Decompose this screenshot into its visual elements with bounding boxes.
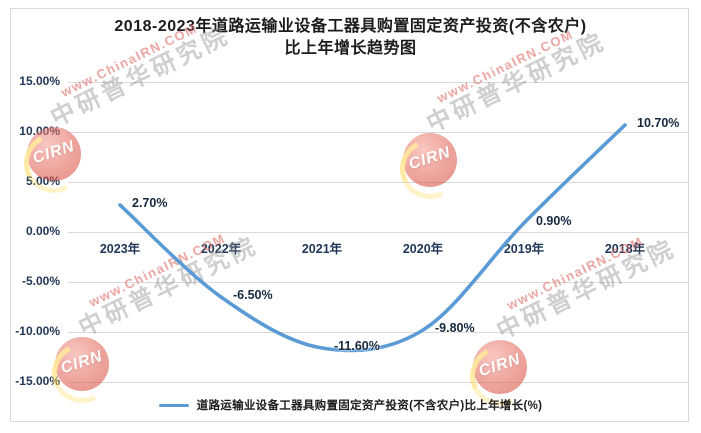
y-axis-tick-label: 0.00%	[25, 224, 60, 238]
data-point-label: -6.50%	[233, 288, 273, 302]
gridline	[68, 182, 689, 183]
x-axis-tick-label: 2019年	[503, 242, 545, 256]
gridline	[68, 82, 689, 83]
x-axis-tick-label: 2018年	[604, 242, 646, 256]
data-point-label: -11.60%	[334, 339, 380, 353]
chart-title: 2018-2023年道路运输业设备工器具购置固定资产投资(不含农户) 比上年增长…	[0, 16, 701, 60]
x-axis-tick-label: 2020年	[402, 242, 444, 256]
data-point-label: 0.90%	[536, 214, 572, 228]
chart-title-line2: 比上年增长趋势图	[284, 40, 417, 57]
data-point-label: 10.70%	[637, 116, 680, 130]
data-point-label: -9.80%	[435, 321, 475, 335]
chart-border-frame	[10, 8, 689, 422]
gridline	[68, 282, 689, 283]
y-axis-tick-label: 15.00%	[19, 74, 60, 88]
y-axis-tick-label: -10.00%	[15, 324, 60, 338]
gridline	[68, 132, 689, 133]
y-axis-tick-label: -15.00%	[15, 374, 60, 388]
trend-line	[118, 123, 627, 353]
y-axis-tick-label: -5.00%	[21, 274, 60, 288]
chart-title-line1: 2018-2023年道路运输业设备工器具购置固定资产投资(不含农户)	[114, 18, 587, 35]
x-axis-tick-label: 2022年	[200, 242, 242, 256]
gridline	[68, 382, 689, 383]
gridline	[68, 232, 689, 233]
gridline	[68, 332, 689, 333]
x-axis-tick-label: 2021年	[301, 242, 343, 256]
legend: 道路运输业设备工器具购置固定资产投资(不含农户)比上年增长(%)	[0, 397, 701, 413]
legend-line-swatch	[158, 403, 189, 407]
data-point-label: 2.70%	[132, 196, 168, 210]
legend-label: 道路运输业设备工器具购置固定资产投资(不含农户)比上年增长(%)	[196, 400, 543, 412]
x-axis-tick-label: 2023年	[99, 242, 141, 256]
